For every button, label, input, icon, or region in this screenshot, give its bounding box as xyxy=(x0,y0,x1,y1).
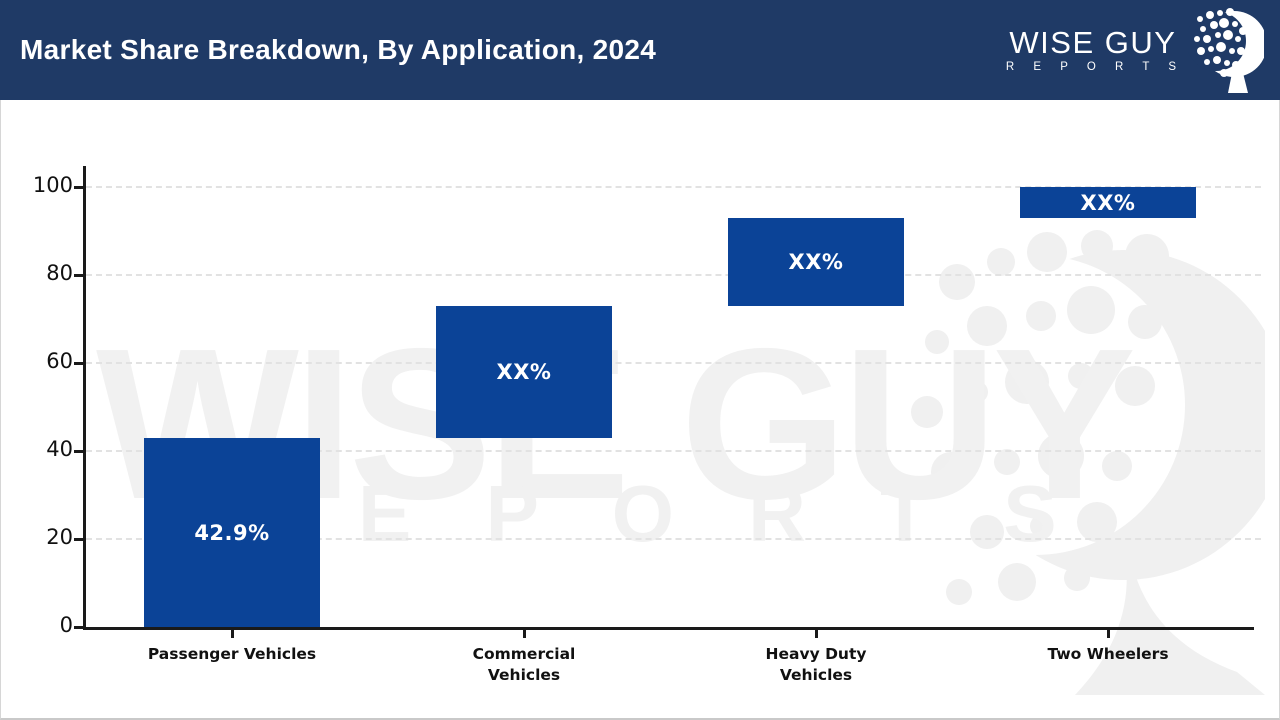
bar-segment: XX% xyxy=(728,218,904,307)
waterfall-chart: 0 20 40 60 80 100 42.9% Passenger Vehicles XX% Co… xyxy=(1,100,1279,718)
x-axis-tick xyxy=(815,630,818,638)
brand-logo: WISE GUY R E P O R T S xyxy=(1002,7,1264,93)
y-axis-tick xyxy=(74,450,84,453)
y-axis-tick-label: 0 xyxy=(59,613,73,637)
watermark-face-icon xyxy=(895,230,1265,695)
y-gridline xyxy=(86,186,1261,188)
chart-area: WISE GUY R E P O R T S 0 20 40 60 80 100 42.9%… xyxy=(0,100,1280,720)
bar-value-label: 42.9% xyxy=(194,520,270,545)
watermark-wordmark-line2: R E P O R T S xyxy=(226,469,1083,558)
x-axis-category-label: Passenger Vehicles xyxy=(147,645,317,663)
y-axis-tick xyxy=(74,362,84,365)
bar-value-label: XX% xyxy=(496,360,552,385)
y-axis-tick xyxy=(74,626,84,629)
logo-wordmark: WISE GUY R E P O R T S xyxy=(1002,24,1184,74)
y-gridline xyxy=(86,274,1261,276)
x-axis-line xyxy=(83,627,1254,630)
x-axis-tick xyxy=(1107,630,1110,638)
y-gridline xyxy=(86,538,1261,540)
x-axis-category-label: Heavy Duty Vehicles xyxy=(765,645,867,684)
y-axis-tick-label: 60 xyxy=(46,349,73,373)
logo-wordmark-line1: WISE GUY xyxy=(1009,24,1177,60)
x-axis-category-label: Commercial Vehicles xyxy=(472,645,576,684)
y-axis-line xyxy=(83,166,86,630)
y-axis-tick-label: 80 xyxy=(46,261,73,285)
y-axis-tick xyxy=(74,538,84,541)
bar-segment: XX% xyxy=(436,306,612,439)
bar-segment: XX% xyxy=(1020,187,1196,219)
x-axis-category-label: Two Wheelers xyxy=(1047,645,1169,663)
header-bar: Market Share Breakdown, By Application, … xyxy=(0,0,1280,100)
y-axis-tick-label: 20 xyxy=(46,525,73,549)
y-axis-tick xyxy=(74,186,84,189)
bar-segment: 42.9% xyxy=(144,438,320,627)
y-axis-tick-label: 100 xyxy=(32,173,73,197)
logo-wordmark-line2: R E P O R T S xyxy=(1005,61,1184,74)
x-axis-tick xyxy=(523,630,526,638)
page-title: Market Share Breakdown, By Application, … xyxy=(20,34,657,65)
logo-face-icon xyxy=(1188,8,1264,93)
x-axis-tick xyxy=(231,630,234,638)
y-axis-tick xyxy=(74,274,84,277)
bar-value-label: XX% xyxy=(1080,190,1136,215)
y-axis-tick-label: 40 xyxy=(46,437,73,461)
bar-value-label: XX% xyxy=(788,250,844,275)
y-gridline xyxy=(86,450,1261,452)
y-gridline xyxy=(86,362,1261,364)
